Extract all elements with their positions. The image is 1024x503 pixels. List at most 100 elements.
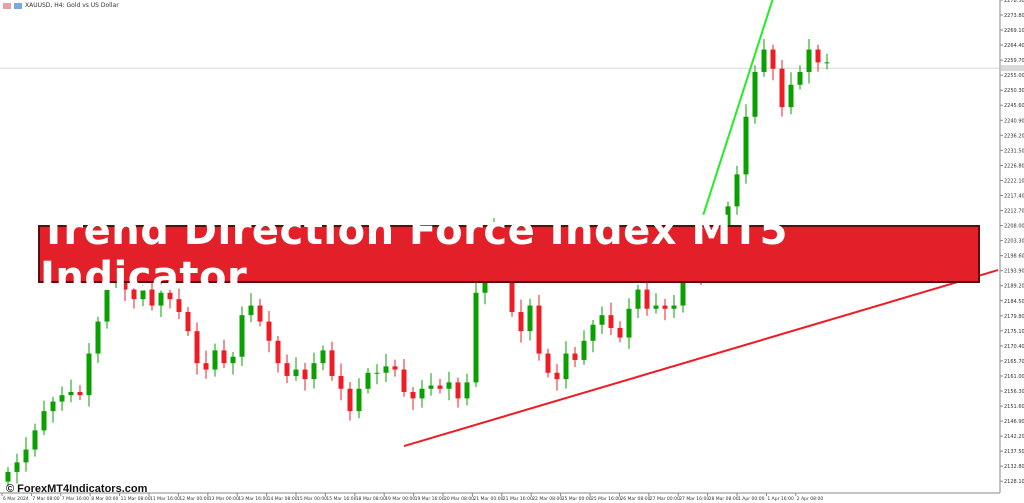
price-tick-label: 2226.80	[1004, 163, 1024, 169]
symbol-title: XAUUSD, H4: Gold vs US Dollar	[25, 2, 119, 9]
time-tick-label: 28 Mar 08:00	[709, 496, 739, 502]
bear-candle	[194, 331, 200, 364]
time-tick-label: 20 Mar 08:00	[444, 496, 474, 502]
time-tick-label: 19 Mar 00:00	[385, 496, 415, 502]
bear-candle	[266, 321, 272, 341]
time-tick-label: 25 Mar 16:00	[591, 496, 621, 502]
bull-candle	[680, 276, 686, 306]
bear-candle	[509, 273, 515, 312]
price-tick-label: 2128.10	[1004, 479, 1024, 485]
price-tick-label: 2222.10	[1004, 178, 1024, 184]
price-tick-label: 2137.50	[1004, 449, 1024, 455]
price-tick-label: 2161.00	[1004, 374, 1024, 380]
bear-candle	[329, 350, 335, 376]
time-tick-label: 7 Mar 08:00	[32, 496, 59, 502]
price-tick-label: 2156.30	[1004, 389, 1024, 395]
bear-candle	[518, 311, 524, 332]
price-tick-label: 2236.20	[1004, 133, 1024, 139]
bull-candle	[95, 321, 101, 354]
bear-candle	[131, 289, 137, 300]
bull-candle	[743, 116, 749, 175]
bull-candle	[626, 308, 632, 338]
bear-candle	[185, 311, 191, 332]
bull-candle	[824, 62, 830, 64]
price-tick-label: 2212.70	[1004, 209, 1024, 215]
bear-candle	[662, 305, 668, 309]
time-tick-label: 8 Mar 00:00	[91, 496, 118, 502]
time-tick-label: 15 Mar 16:00	[326, 496, 356, 502]
bull-candle	[86, 353, 92, 396]
bull-candle	[239, 315, 245, 357]
support-trend-line	[403, 269, 999, 447]
bear-candle	[572, 353, 578, 360]
time-tick-label: 22 Mar 08:00	[532, 496, 562, 502]
price-tick-label: 2170.40	[1004, 344, 1024, 350]
bear-candle	[338, 375, 344, 389]
bear-candle	[815, 49, 821, 63]
bear-candle	[455, 382, 461, 399]
bull-candle	[374, 372, 380, 374]
bull-candle	[752, 71, 758, 117]
bear-candle	[554, 372, 560, 380]
price-tick-label: 2142.20	[1004, 434, 1024, 440]
banner-title: Trend Direction Force Index MT5 Indicato…	[40, 208, 788, 300]
price-tick-label: 2203.30	[1004, 239, 1024, 245]
chart-type-icon	[3, 2, 11, 9]
price-tick-label: 2193.90	[1004, 269, 1024, 275]
time-tick-label: 19 Mar 16:00	[415, 496, 445, 502]
time-tick-label: 21 Mar 00:00	[473, 496, 503, 502]
price-tick-label: 2146.90	[1004, 419, 1024, 425]
bull-candle	[464, 382, 470, 399]
symbol-icon	[14, 2, 22, 9]
price-tick-label: 2245.60	[1004, 103, 1024, 109]
time-tick-label: 14 Mar 08:00	[268, 496, 298, 502]
time-tick-label: 13 Mar 16:00	[238, 496, 268, 502]
bull-candle	[68, 391, 74, 396]
bull-candle	[5, 471, 11, 482]
price-tick-label: 2132.80	[1004, 464, 1024, 470]
price-tick-label: 2269.10	[1004, 28, 1024, 34]
bull-candle	[140, 289, 146, 300]
bull-candle	[383, 366, 389, 373]
bear-candle	[275, 340, 281, 364]
bull-candle	[671, 305, 677, 309]
bull-candle	[158, 292, 164, 306]
copyright-icon: ©	[6, 483, 15, 495]
bull-candle	[428, 385, 434, 389]
bear-candle	[608, 315, 614, 328]
bear-candle	[410, 391, 416, 399]
time-tick-label: 13 Mar 00:00	[209, 496, 239, 502]
time-tick-label: 7 Mar 16:00	[62, 496, 89, 502]
bear-candle	[167, 292, 173, 300]
price-tick-label: 2273.80	[1004, 13, 1024, 19]
bull-candle	[32, 430, 38, 450]
bull-candle	[563, 353, 569, 380]
time-tick-label: 11 Mar 16:00	[150, 496, 180, 502]
bear-candle	[536, 305, 542, 354]
bull-candle	[473, 292, 479, 383]
time-tick-label: 11 Mar 08:00	[121, 496, 151, 502]
chart-header: XAUUSD, H4: Gold vs US Dollar	[3, 2, 119, 9]
time-tick-label: 15 Mar 00:00	[297, 496, 327, 502]
time-tick-label: 27 Mar 00:00	[650, 496, 680, 502]
time-tick-label: 2 Apr 08:00	[797, 496, 824, 502]
bear-candle	[257, 305, 263, 322]
bear-candle	[437, 385, 443, 389]
current-price-label	[1001, 65, 1024, 72]
bear-candle	[149, 289, 155, 306]
watermark: © ForexMT4Indicators.com	[6, 483, 147, 495]
bull-candle	[725, 206, 731, 229]
price-tick-label: 2189.20	[1004, 284, 1024, 290]
price-tick-label: 2179.80	[1004, 314, 1024, 320]
time-tick-label: 6 Mar 2024	[3, 496, 29, 502]
bear-candle	[770, 49, 776, 69]
price-tick-label: 2151.60	[1004, 404, 1024, 410]
bull-candle	[356, 388, 362, 412]
bull-candle	[599, 315, 605, 325]
bear-candle	[203, 363, 209, 370]
bull-candle	[23, 449, 29, 463]
bull-candle	[230, 356, 236, 364]
bull-candle	[653, 305, 659, 309]
bull-candle	[311, 363, 317, 380]
